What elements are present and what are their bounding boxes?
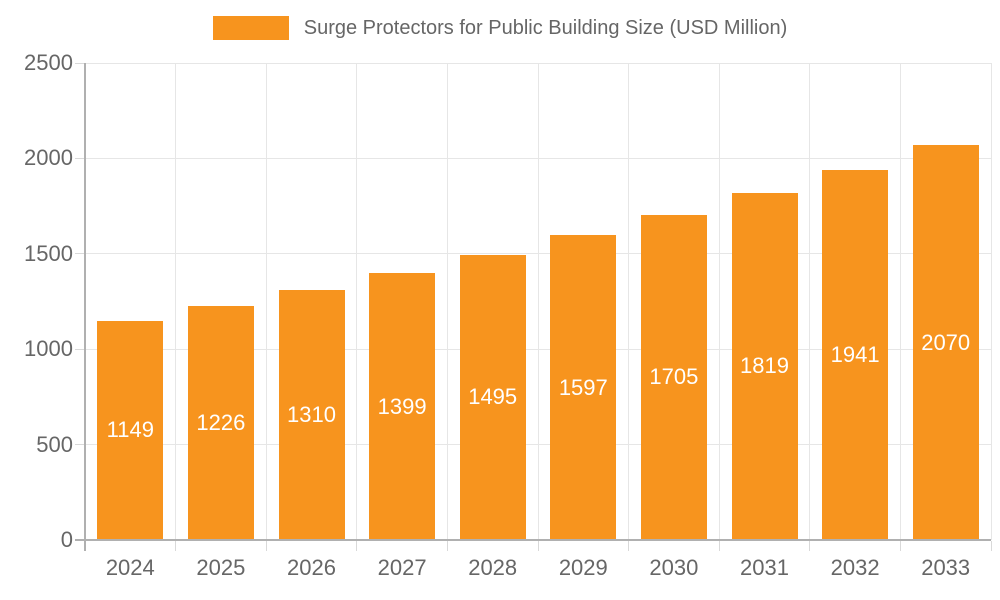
gridline-vertical — [537, 63, 539, 540]
bar-text: 1149 — [106, 417, 154, 443]
y-axis-line — [84, 63, 86, 551]
gridline-vertical — [175, 63, 177, 540]
y-axis-tick-label: 500 — [36, 431, 73, 457]
y-axis-tick — [75, 253, 85, 255]
y-axis-tick — [75, 444, 85, 446]
x-axis-tick-label: 2027 — [377, 555, 427, 580]
x-axis-tick-label: 2025 — [196, 555, 246, 580]
x-axis-line — [75, 539, 991, 541]
legend-swatch — [212, 16, 289, 40]
bar[interactable]: 1310 — [278, 290, 345, 540]
gridline-vertical — [356, 63, 358, 540]
bar[interactable]: 2070 — [912, 145, 979, 540]
bar[interactable]: 1705 — [640, 214, 707, 540]
y-axis-tick-label: 0 — [60, 527, 73, 552]
x-axis-tick-label: 2033 — [921, 555, 971, 580]
bar[interactable]: 1149 — [97, 320, 164, 540]
bar-text: 2070 — [921, 329, 971, 355]
bar[interactable]: 1226 — [187, 306, 254, 540]
x-axis-tick — [537, 541, 539, 551]
bar-text: 1597 — [558, 374, 608, 400]
x-axis-tick — [718, 541, 720, 551]
gridline-vertical — [718, 63, 720, 540]
y-axis-tick — [75, 62, 85, 64]
bar[interactable]: 1495 — [459, 254, 526, 540]
legend-item[interactable]: Surge Protectors for Public Building Siz… — [0, 16, 1000, 40]
y-axis-tick-label: 2500 — [24, 50, 73, 75]
x-axis-tick — [446, 541, 448, 551]
y-axis-tick-label: 1500 — [24, 240, 73, 266]
x-axis-tick-label: 2026 — [287, 555, 336, 580]
x-axis-tick-label: 2032 — [830, 555, 880, 580]
x-axis-tick — [990, 541, 992, 551]
bar-text: 1399 — [377, 393, 427, 419]
x-axis-tick-label: 2030 — [649, 555, 699, 580]
gridline-vertical — [809, 63, 811, 540]
y-axis-tick-label: 1000 — [24, 336, 73, 362]
y-axis-tick-label: 2000 — [24, 145, 73, 171]
x-axis-tick-label: 2028 — [468, 555, 518, 580]
x-axis-tick — [265, 541, 267, 551]
x-axis-tick — [899, 541, 901, 551]
gridline-vertical — [628, 63, 630, 540]
legend-label: Surge Protectors for Public Building Siz… — [303, 16, 788, 39]
x-axis-tick — [356, 541, 358, 551]
y-axis-tick — [75, 348, 85, 350]
bar-text: 1705 — [649, 364, 699, 390]
x-axis-tick — [809, 541, 811, 551]
bar-text: 1819 — [740, 353, 789, 379]
x-axis-tick-label: 2024 — [105, 555, 155, 580]
x-axis-tick-label: 2031 — [740, 555, 789, 580]
gridline-vertical — [265, 63, 267, 540]
bar[interactable]: 1597 — [550, 235, 617, 540]
gridline-vertical — [990, 63, 992, 540]
gridline-vertical — [446, 63, 448, 540]
y-axis-tick — [75, 157, 85, 159]
bar-text: 1495 — [468, 384, 518, 410]
bar-text: 1941 — [830, 341, 880, 367]
bar[interactable]: 1819 — [731, 192, 798, 540]
bar[interactable]: 1941 — [822, 169, 889, 540]
gridline-vertical — [899, 63, 901, 540]
x-axis-tick — [628, 541, 630, 551]
bar-text: 1226 — [196, 410, 246, 436]
bar[interactable]: 1399 — [369, 273, 436, 540]
x-axis-tick — [175, 541, 177, 551]
x-axis-tick-label: 2029 — [558, 555, 608, 580]
bar-text: 1310 — [287, 402, 336, 428]
